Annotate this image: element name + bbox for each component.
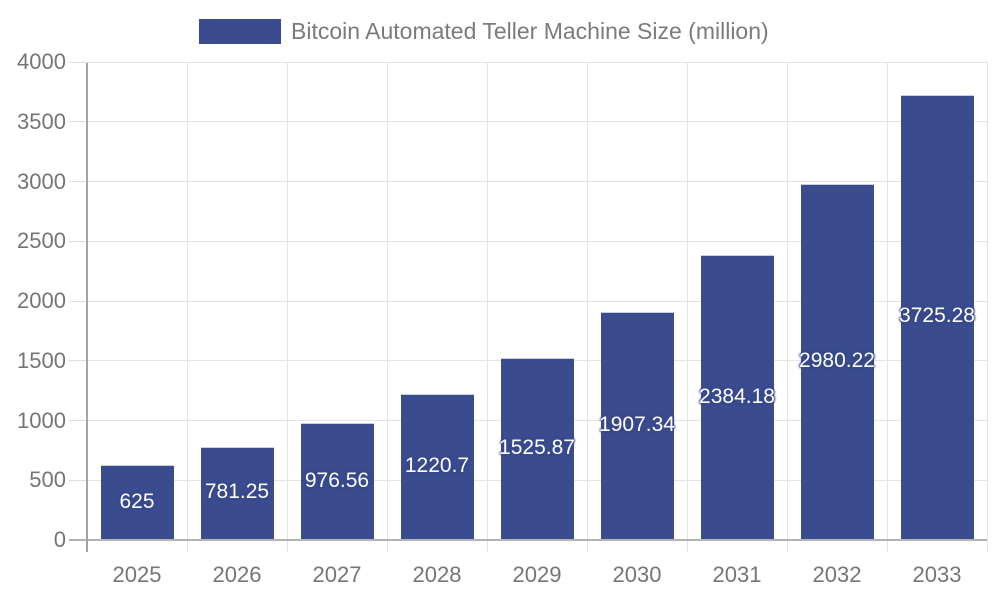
x-tick-label: 2029 — [512, 562, 562, 587]
bar-2030[interactable] — [600, 312, 674, 540]
y-axis-tick — [69, 479, 87, 481]
gridline-vertical — [886, 62, 888, 552]
bar-2027[interactable] — [300, 423, 374, 540]
y-axis-tick — [69, 360, 87, 362]
legend-item[interactable]: Bitcoin Automated Teller Machine Size (m… — [199, 14, 769, 48]
y-tick-label: 3000 — [17, 168, 66, 194]
y-axis-tick — [69, 300, 87, 302]
x-tick-label: 2032 — [812, 562, 862, 587]
x-tick-label: 2033 — [912, 562, 962, 587]
gridline-vertical — [986, 62, 988, 552]
gridline-vertical — [486, 62, 488, 552]
bar-2028[interactable] — [400, 394, 474, 540]
y-tick-label: 4000 — [17, 49, 66, 74]
gridline-vertical — [586, 62, 588, 552]
y-tick-label: 3500 — [17, 108, 66, 134]
gridline-vertical — [786, 62, 788, 552]
y-axis-tick — [69, 240, 87, 242]
bar-2029[interactable] — [500, 357, 574, 540]
gridline-horizontal — [87, 61, 987, 63]
y-tick-label: 1000 — [17, 407, 66, 433]
bar-2032[interactable] — [800, 183, 874, 540]
y-axis-tick — [69, 420, 87, 421]
gridline-vertical — [286, 62, 288, 552]
x-tick-label: 2031 — [712, 562, 762, 587]
y-tick-label: 1500 — [17, 347, 66, 373]
x-axis-line — [69, 538, 987, 541]
x-tick-label: 2030 — [612, 562, 662, 587]
y-tick-label: 0 — [53, 527, 66, 552]
gridline-horizontal — [87, 240, 987, 242]
gridline-horizontal — [87, 300, 987, 302]
y-axis-tick — [69, 121, 87, 123]
gridline-horizontal — [87, 181, 987, 182]
gridline-vertical — [386, 62, 388, 552]
gridline-vertical — [186, 62, 188, 552]
bar-2025[interactable] — [100, 465, 174, 540]
x-tick-label: 2026 — [212, 562, 262, 587]
x-tick-label: 2027 — [312, 562, 362, 587]
y-axis-tick — [69, 181, 87, 182]
bar-2026[interactable] — [200, 446, 274, 540]
gridline-horizontal — [87, 121, 987, 123]
legend-label: Bitcoin Automated Teller Machine Size (m… — [291, 17, 769, 44]
y-tick-label: 2500 — [17, 228, 66, 254]
x-tick-label: 2028 — [412, 562, 462, 587]
y-tick-label: 2000 — [17, 288, 66, 313]
y-tick-label: 500 — [29, 467, 66, 493]
y-axis-line — [85, 63, 88, 552]
bar-2033[interactable] — [900, 94, 974, 540]
gridline-vertical — [686, 62, 688, 552]
y-axis-tick — [69, 61, 87, 63]
legend-swatch-icon — [199, 18, 281, 44]
x-tick-label: 2025 — [112, 562, 162, 587]
bar-2031[interactable] — [700, 255, 774, 540]
